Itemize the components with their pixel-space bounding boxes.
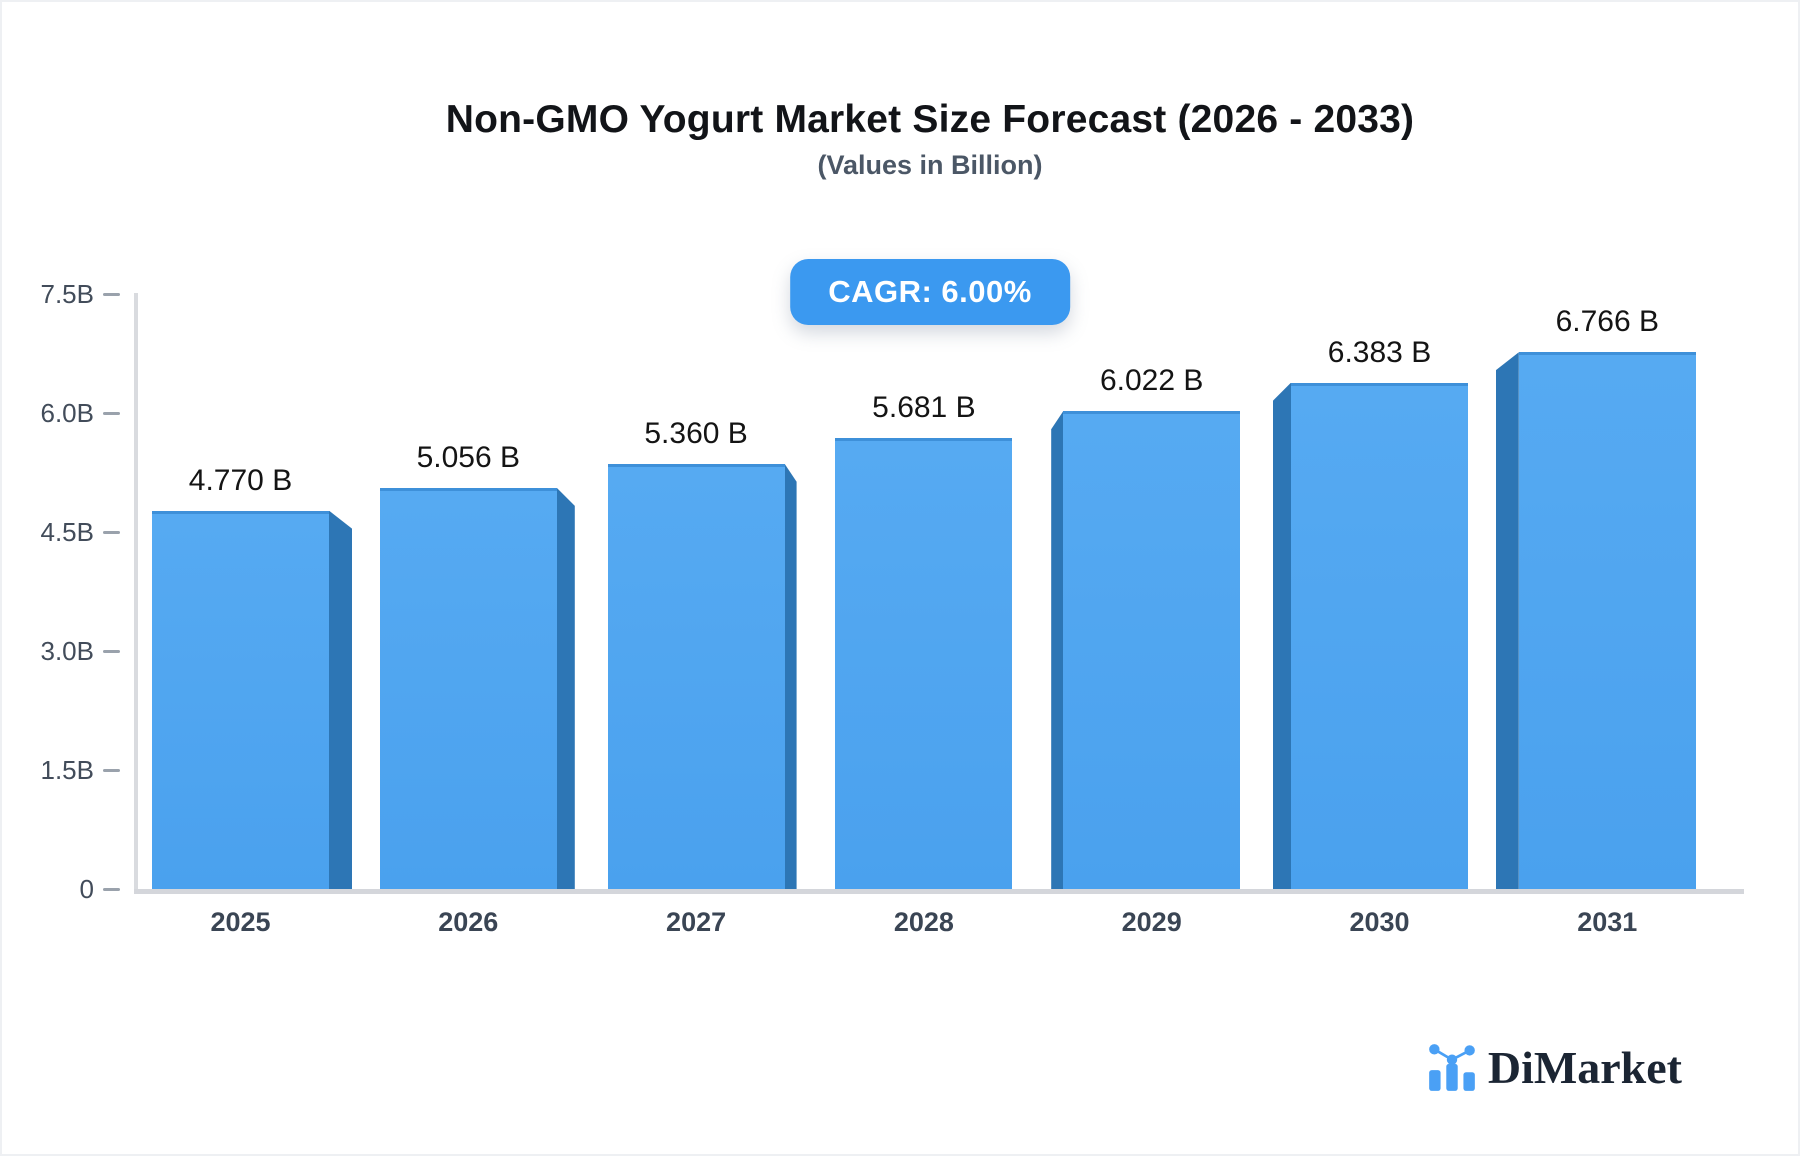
bar-side-face (556, 487, 575, 889)
x-axis-label-2028: 2028 (893, 907, 954, 937)
bar-value-label: 5.360 B (644, 416, 748, 450)
brand-logo: DiMarket (1426, 1040, 1682, 1094)
bar-value-label: 6.383 B (1327, 335, 1432, 369)
y-tick-label: 3.0B (40, 636, 95, 666)
bar-value-label: 5.056 B (416, 440, 520, 474)
bar-side-face (1273, 382, 1291, 889)
y-tick-label: 7.5B (40, 279, 95, 309)
bar-value-label: 5.681 B (872, 391, 976, 425)
bar-side-face (1051, 411, 1064, 889)
bar-2030 (1291, 382, 1468, 889)
y-tick-label: 0 (79, 874, 94, 904)
bar-value-label: 4.770 B (188, 463, 293, 497)
bar-chart-with-dots-icon (1426, 1040, 1478, 1094)
chart-subtitle: (Values in Billion) (817, 150, 1043, 180)
bar-side-face (329, 510, 352, 889)
y-tick-dash (103, 649, 120, 653)
x-axis-label-2025: 2025 (210, 907, 271, 937)
y-tick-label: 6.0B (40, 398, 95, 428)
brand-name: DiMarket (1487, 1041, 1682, 1093)
bar-side-face (784, 463, 797, 889)
x-axis-label-2030: 2030 (1349, 907, 1410, 937)
y-tick-label: 1.5B (40, 755, 95, 785)
y-tick-dash (103, 530, 120, 534)
y-tick-dash (103, 887, 120, 891)
bar-value-label: 6.022 B (1099, 364, 1204, 398)
y-tick-dash (103, 768, 120, 772)
chart-title: Non-GMO Yogurt Market Size Forecast (202… (445, 98, 1415, 141)
x-axis-label-2027: 2027 (666, 907, 727, 937)
y-tick-label: 4.5B (40, 517, 95, 547)
x-axis-label-2026: 2026 (438, 907, 499, 937)
bar-2031 (1518, 352, 1696, 889)
x-axis-label-2031: 2031 (1577, 907, 1638, 937)
bar-value-label: 6.766 B (1555, 305, 1659, 339)
bar-2027 (607, 463, 785, 889)
bar-2025 (152, 510, 329, 889)
cagr-badge: CAGR: 6.00% (790, 259, 1070, 325)
x-axis-label-2029: 2029 (1121, 907, 1182, 937)
bar-side-face (1495, 352, 1519, 889)
y-tick-dash (103, 411, 120, 415)
x-axis-line (134, 889, 1744, 894)
y-tick-dash (103, 292, 120, 296)
y-axis-line (134, 293, 138, 892)
bar-2028 (835, 438, 1013, 889)
bar-2029 (1063, 411, 1241, 889)
bar-2026 (379, 487, 557, 889)
